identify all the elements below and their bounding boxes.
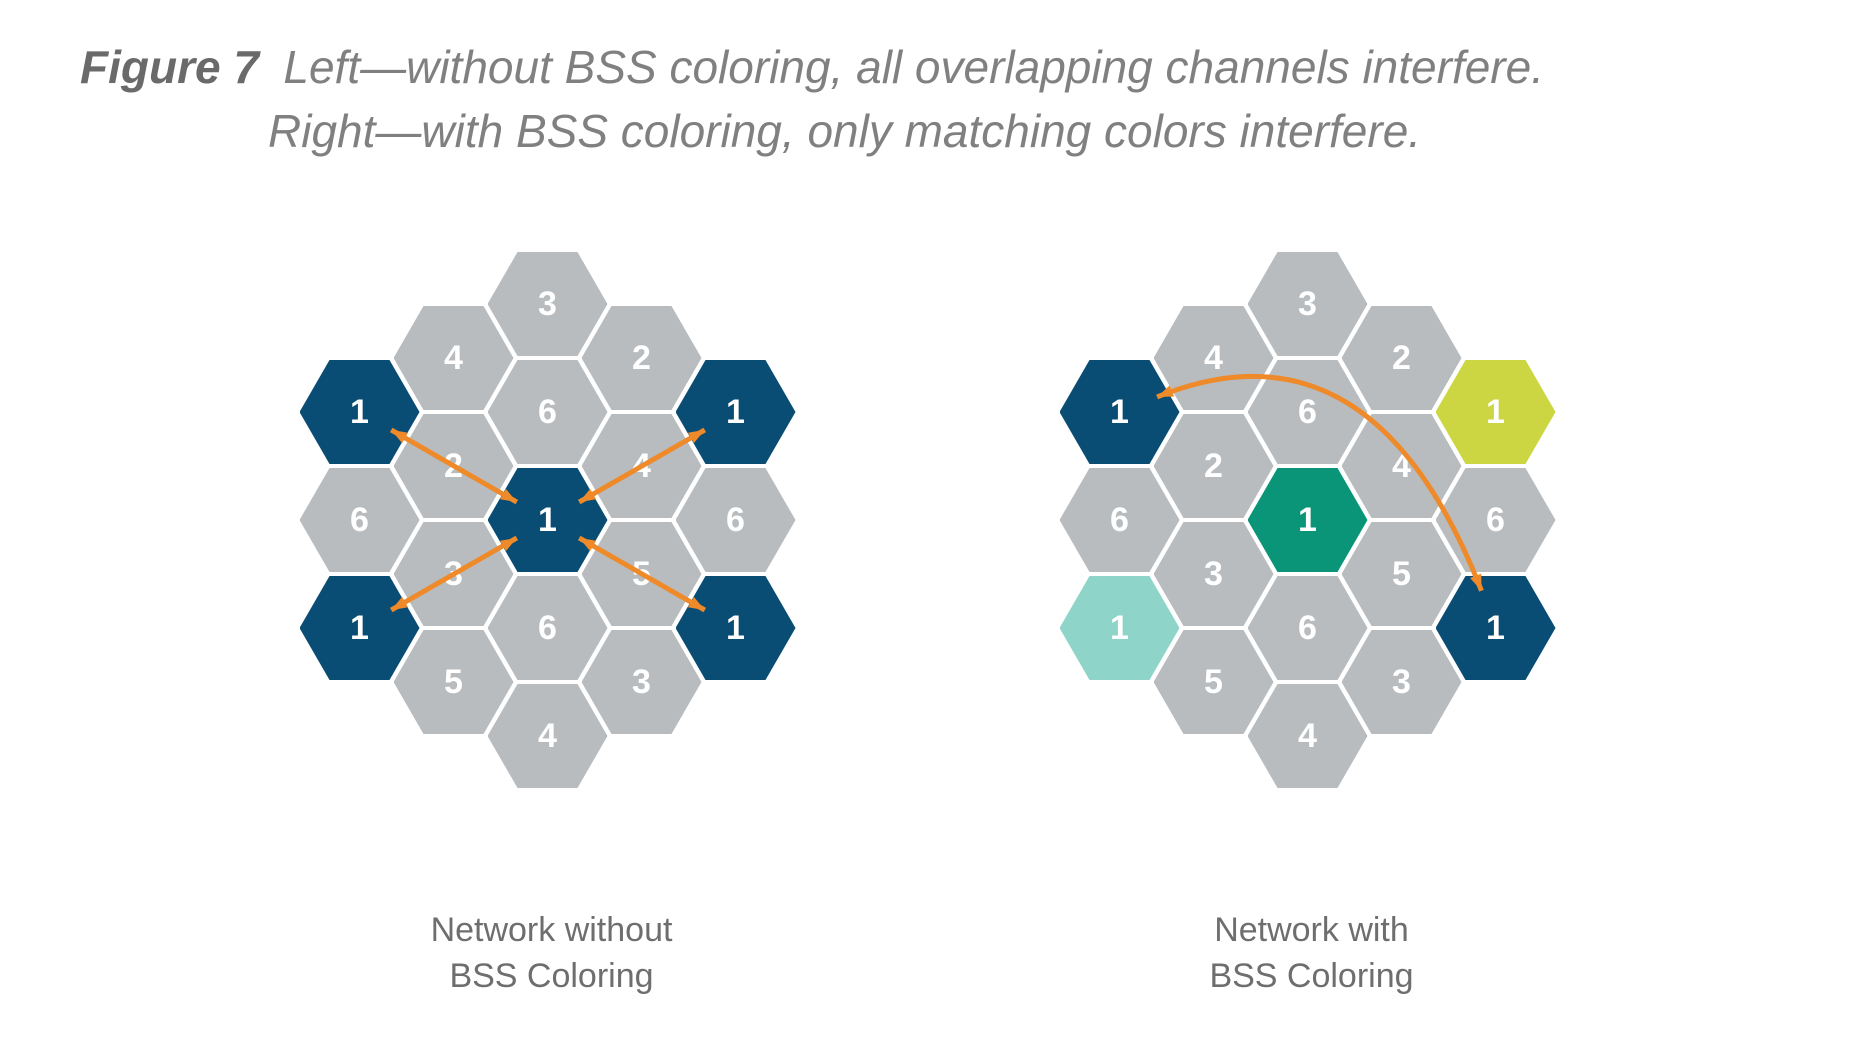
hex-cell: 1 xyxy=(1436,360,1556,464)
diagrams-row: 4 3 5 1 6 1 5 3 6 1 6 4 2 1 6 1 2 4 3 Network without BSS … xyxy=(0,240,1863,1000)
hex-cell-label: 5 xyxy=(444,663,463,702)
hex-cell-label: 1 xyxy=(350,609,369,648)
hex-cell: 6 xyxy=(488,576,608,680)
hex-cell-label: 4 xyxy=(1298,717,1317,756)
title-block: Figure 7 Left—without BSS coloring, all … xyxy=(80,40,1544,158)
hex-cell: 3 xyxy=(582,630,702,734)
hex-cell: 4 xyxy=(488,684,608,788)
hex-cell-label: 4 xyxy=(1392,447,1411,486)
right-sub-caption-2: BSS Coloring xyxy=(1209,957,1413,995)
hex-cell: 6 xyxy=(1436,468,1556,572)
hex-cell-label: 6 xyxy=(1110,501,1129,540)
hex-cell-label: 3 xyxy=(1392,663,1411,702)
hex-cell: 5 xyxy=(1342,522,1462,626)
hex-cell-label: 5 xyxy=(1204,663,1223,702)
left-sub-caption-1: Network without xyxy=(431,911,673,949)
hex-cell: 1 xyxy=(1060,576,1180,680)
left-sub-caption-2: BSS Coloring xyxy=(449,957,653,995)
hex-cell-label: 2 xyxy=(1204,447,1223,486)
hex-cell: 6 xyxy=(300,468,420,572)
hex-cell: 2 xyxy=(394,414,514,518)
hex-cell-label: 4 xyxy=(538,717,557,756)
hex-cell-label: 2 xyxy=(632,339,651,378)
right-cluster-wrap: 4 3 5 1 6 1 5 3 6 1 6 4 2 1 6 1 2 4 3 Network with BSS Col… xyxy=(992,240,1632,1000)
hex-cell-label: 6 xyxy=(538,393,557,432)
hex-cell: 2 xyxy=(1342,306,1462,410)
hex-cell-label: 1 xyxy=(350,393,369,432)
right-sub-caption-1: Network with xyxy=(1214,911,1409,949)
hex-cell-label: 1 xyxy=(726,393,745,432)
right-sub-caption: Network with BSS Coloring xyxy=(1209,908,1413,1000)
hex-cell: 1 xyxy=(1248,468,1368,572)
hex-cell: 5 xyxy=(1154,630,1274,734)
hex-cell: 4 xyxy=(1154,306,1274,410)
left-hex-cluster: 4 3 5 1 6 1 5 3 6 1 6 4 2 1 6 1 2 4 3 xyxy=(232,240,872,880)
hex-cell: 6 xyxy=(1248,576,1368,680)
hex-cell: 6 xyxy=(488,360,608,464)
hex-cell-label: 6 xyxy=(1298,393,1317,432)
hex-cell: 1 xyxy=(488,468,608,572)
hex-cell-label: 1 xyxy=(1298,501,1317,540)
hex-cell: 3 xyxy=(1248,252,1368,356)
hex-cell: 4 xyxy=(394,306,514,410)
hex-cell-label: 4 xyxy=(444,339,463,378)
hex-cell-label: 6 xyxy=(726,501,745,540)
hex-cell-label: 1 xyxy=(1486,393,1505,432)
hex-cell: 1 xyxy=(676,576,796,680)
left-sub-caption: Network without BSS Coloring xyxy=(431,908,673,1000)
hex-cell: 6 xyxy=(676,468,796,572)
hex-cell-label: 4 xyxy=(1204,339,1223,378)
hex-cell: 1 xyxy=(300,576,420,680)
hex-cell-label: 1 xyxy=(1486,609,1505,648)
hex-cell-label: 6 xyxy=(538,609,557,648)
hex-cell: 1 xyxy=(676,360,796,464)
hex-cell: 3 xyxy=(394,522,514,626)
hex-cell: 6 xyxy=(1248,360,1368,464)
hex-cell: 2 xyxy=(1154,414,1274,518)
caption-line-1: Left—without BSS coloring, all overlappi… xyxy=(283,41,1544,93)
hex-cell-label: 6 xyxy=(1486,501,1505,540)
right-hex-cluster: 4 3 5 1 6 1 5 3 6 1 6 4 2 1 6 1 2 4 3 xyxy=(992,240,1632,880)
hex-cell-label: 6 xyxy=(1298,609,1317,648)
hex-cell: 4 xyxy=(582,414,702,518)
hex-cell: 1 xyxy=(300,360,420,464)
hex-cell: 3 xyxy=(1154,522,1274,626)
hex-cell-label: 1 xyxy=(1110,609,1129,648)
hex-cell-label: 1 xyxy=(538,501,557,540)
hex-cell: 5 xyxy=(582,522,702,626)
hex-cell: 3 xyxy=(488,252,608,356)
left-cluster-wrap: 4 3 5 1 6 1 5 3 6 1 6 4 2 1 6 1 2 4 3 Network without BSS … xyxy=(232,240,872,1000)
hex-cell-label: 1 xyxy=(1110,393,1129,432)
hex-cell: 6 xyxy=(1060,468,1180,572)
hex-cell-label: 5 xyxy=(632,555,651,594)
hex-cell: 3 xyxy=(1342,630,1462,734)
hex-cell-label: 4 xyxy=(632,447,651,486)
hex-cell: 5 xyxy=(394,630,514,734)
hex-cell-label: 6 xyxy=(350,501,369,540)
hex-cell-label: 3 xyxy=(444,555,463,594)
caption-line-2: Right—with BSS coloring, only matching c… xyxy=(268,104,1544,158)
figure-label: Figure 7 xyxy=(80,41,259,93)
hex-cell-label: 3 xyxy=(1298,285,1317,324)
hex-cell: 4 xyxy=(1342,414,1462,518)
hex-cell-label: 3 xyxy=(1204,555,1223,594)
hex-cell-label: 5 xyxy=(1392,555,1411,594)
hex-cell-label: 3 xyxy=(632,663,651,702)
hex-cell-label: 1 xyxy=(726,609,745,648)
hex-cell: 1 xyxy=(1060,360,1180,464)
hex-cell-label: 2 xyxy=(1392,339,1411,378)
hex-cell-label: 3 xyxy=(538,285,557,324)
hex-cell: 2 xyxy=(582,306,702,410)
hex-cell: 1 xyxy=(1436,576,1556,680)
hex-cell-label: 2 xyxy=(444,447,463,486)
hex-cell: 4 xyxy=(1248,684,1368,788)
